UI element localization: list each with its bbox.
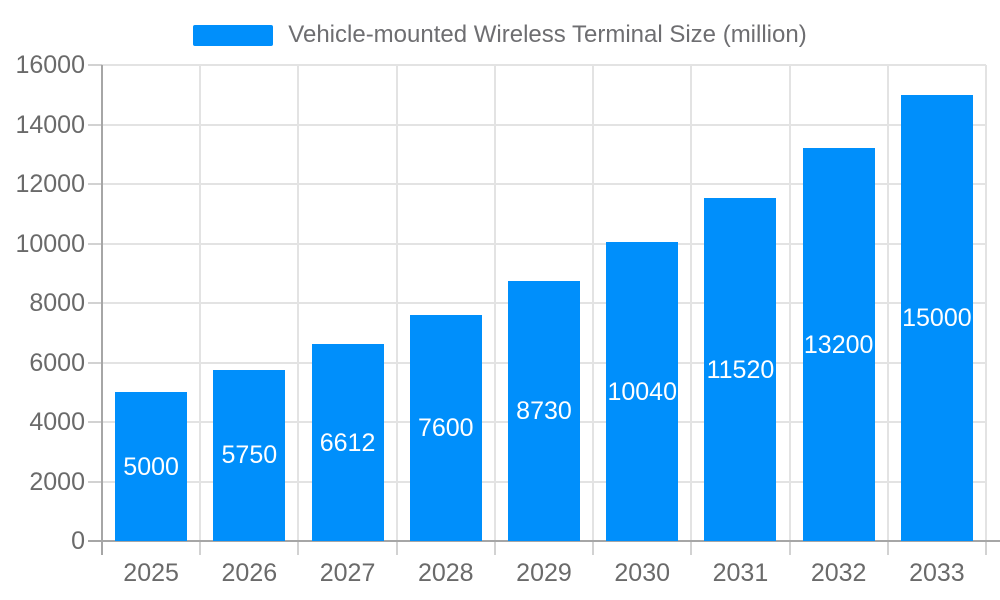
bar [213,369,286,541]
x-gridline [690,65,693,541]
y-gridline [102,123,986,126]
x-axis-tick [592,541,595,555]
y-axis-tick-label: 4000 [29,408,85,436]
y-axis-tick [88,242,102,245]
x-axis-tick [985,541,987,555]
x-axis-line [88,540,1000,542]
x-gridline [395,65,398,541]
y-axis-line [101,65,103,555]
legend-label: Vehicle-mounted Wireless Terminal Size (… [288,21,807,48]
x-axis-tick-label: 2031 [712,559,769,587]
bar [802,148,875,541]
y-axis-tick-label: 14000 [15,110,85,139]
y-gridline [102,64,986,66]
chart-legend[interactable]: Vehicle-mounted Wireless Terminal Size (… [0,21,1000,49]
legend-swatch [193,24,274,46]
x-axis-tick-label: 2025 [123,559,179,587]
x-axis-tick-label: 2032 [810,559,867,587]
x-axis-tick [395,541,398,555]
x-axis-tick-label: 2033 [909,559,965,587]
bar [606,242,679,541]
x-gridline [592,65,595,541]
x-axis-tick [297,541,300,555]
y-axis-tick [88,123,102,126]
x-axis-tick [886,541,889,555]
y-axis-tick-label: 8000 [29,289,85,317]
y-axis-tick-label: 16000 [15,51,85,79]
bar-value-label: 5000 [123,452,179,481]
bar-value-label: 15000 [902,303,972,332]
x-gridline [199,65,202,541]
x-axis-tick-label: 2030 [614,559,671,587]
y-axis-tick [88,361,102,364]
bar-value-label: 11520 [706,355,775,384]
y-axis-tick-label: 2000 [29,467,85,496]
y-gridline [102,242,986,245]
y-axis-tick [88,480,102,483]
x-gridline [493,65,496,541]
bar-value-label: 10040 [607,377,677,406]
x-axis-tick-label: 2029 [516,559,572,587]
x-gridline [985,65,987,541]
bar [311,344,384,541]
x-gridline [788,65,791,541]
bar [115,392,188,541]
bar [704,198,777,541]
x-axis-tick [199,541,202,555]
x-axis-tick [690,541,693,555]
bar [900,94,973,541]
y-axis-tick [88,302,102,304]
x-axis-tick [493,541,496,555]
x-axis-tick-label: 2027 [319,559,376,587]
bar-value-label: 13200 [803,330,874,359]
y-gridline [102,183,986,185]
y-axis-tick-label: 6000 [29,348,85,377]
bar-value-label: 5750 [221,441,278,470]
bar-value-label: 6612 [319,428,376,457]
bar [409,314,482,541]
y-axis-tick [88,183,102,185]
bar-value-label: 7600 [417,413,474,442]
y-axis-tick [88,64,102,66]
x-axis-tick-label: 2028 [417,559,474,587]
x-axis-tick-label: 2026 [221,559,278,587]
bar-value-label: 8730 [516,397,572,426]
x-gridline [886,65,889,541]
y-axis-tick [88,421,102,423]
x-axis-tick [788,541,791,555]
y-axis-tick-label: 12000 [15,170,85,198]
y-axis-tick-label: 0 [71,527,85,555]
y-axis-tick-label: 10000 [15,229,85,258]
bar [508,281,580,541]
x-gridline [297,65,300,541]
